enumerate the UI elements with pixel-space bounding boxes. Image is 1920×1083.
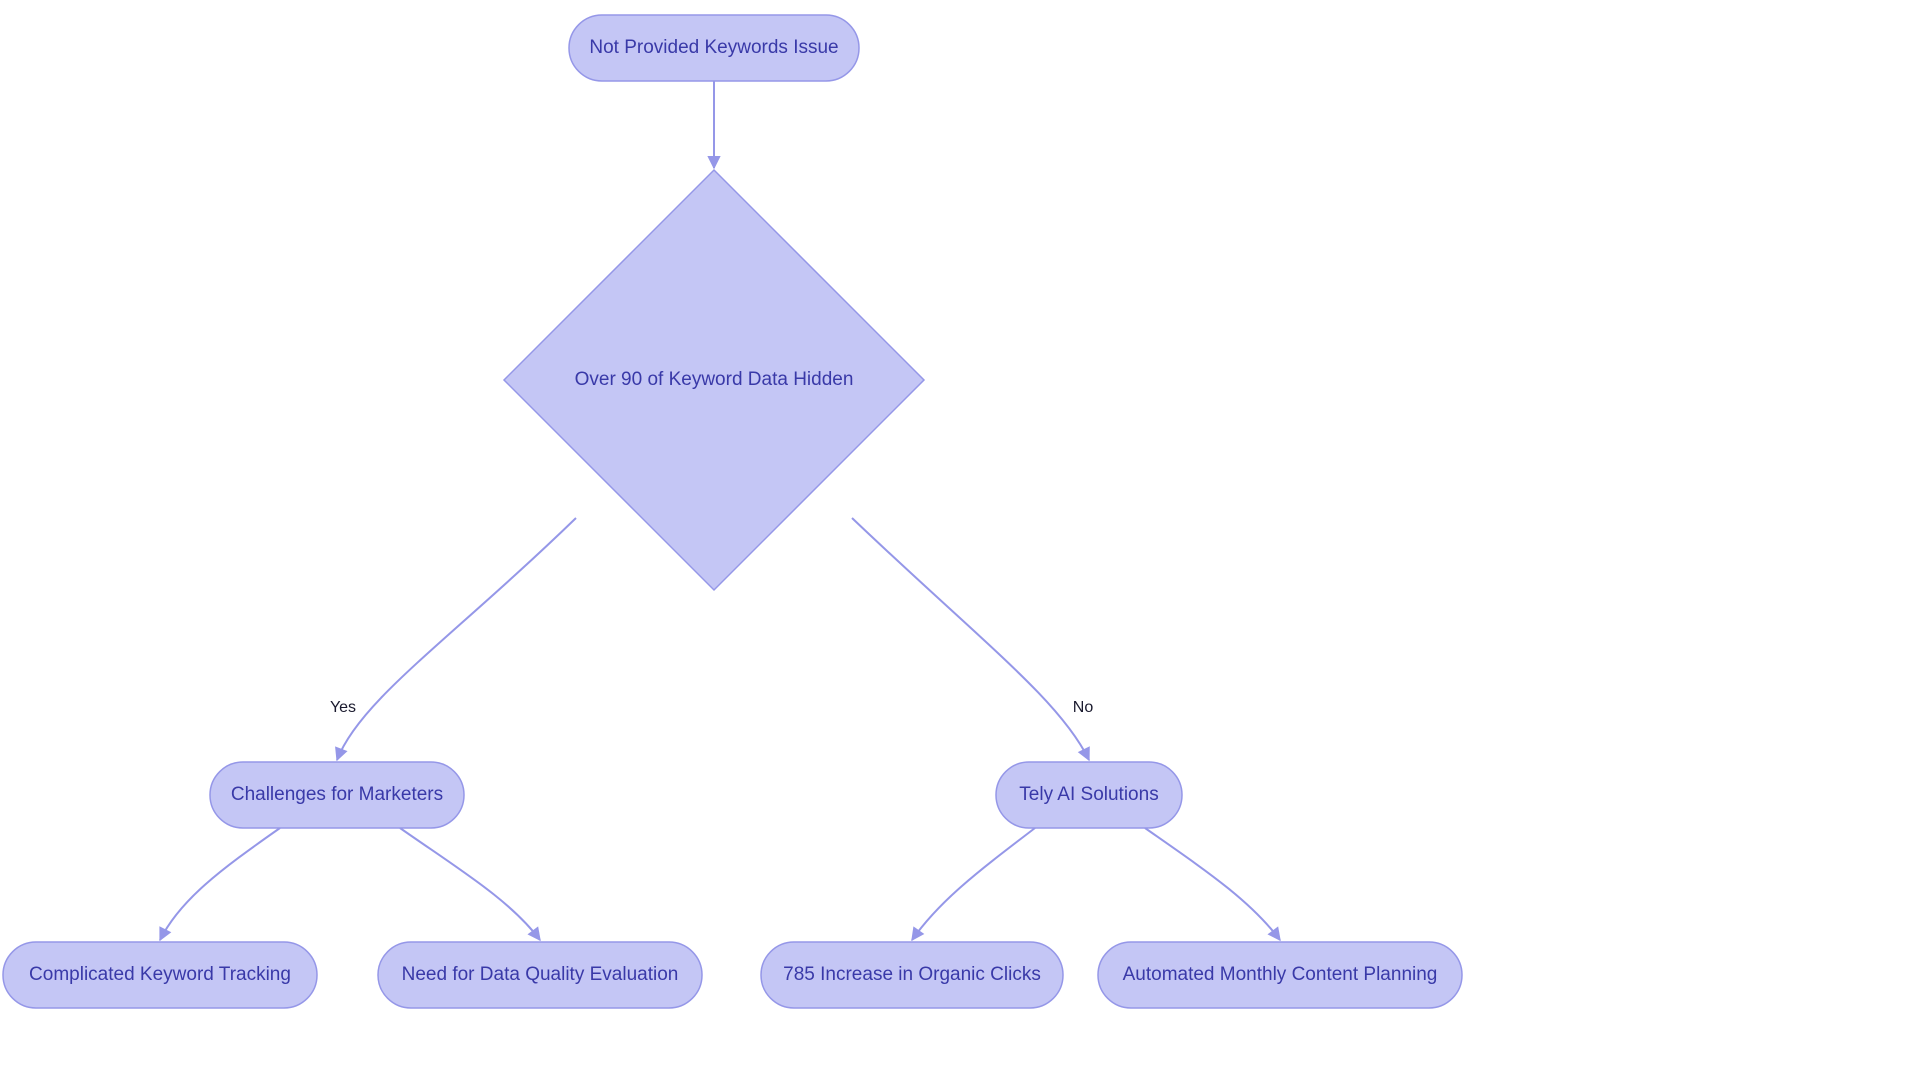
node-content-planning[interactable]: Automated Monthly Content Planning bbox=[1098, 942, 1462, 1008]
node-organic-clicks[interactable]: 785 Increase in Organic Clicks bbox=[761, 942, 1063, 1008]
edge-left-lr bbox=[400, 828, 540, 940]
node-content-planning-label: Automated Monthly Content Planning bbox=[1123, 964, 1438, 985]
node-complicated-tracking-label: Complicated Keyword Tracking bbox=[29, 964, 291, 985]
edge-diamond-right bbox=[852, 518, 1089, 760]
node-solutions-label: Tely AI Solutions bbox=[1019, 784, 1158, 805]
edge-label-no: No bbox=[1073, 699, 1094, 716]
edge-label-yes: Yes bbox=[330, 699, 356, 716]
node-diamond-label: Over 90 of Keyword Data Hidden bbox=[575, 369, 854, 390]
node-root-label: Not Provided Keywords Issue bbox=[589, 37, 838, 58]
node-solutions[interactable]: Tely AI Solutions bbox=[996, 762, 1182, 828]
edge-right-rl bbox=[912, 828, 1035, 940]
node-data-quality[interactable]: Need for Data Quality Evaluation bbox=[378, 942, 702, 1008]
flowchart-canvas: Yes No Not Provided Keywords Issue Over … bbox=[0, 0, 1920, 1083]
node-organic-clicks-label: 785 Increase in Organic Clicks bbox=[783, 964, 1041, 985]
node-complicated-tracking[interactable]: Complicated Keyword Tracking bbox=[3, 942, 317, 1008]
node-root[interactable]: Not Provided Keywords Issue bbox=[569, 15, 859, 81]
edge-left-ll bbox=[160, 828, 280, 940]
node-challenges[interactable]: Challenges for Marketers bbox=[210, 762, 464, 828]
node-data-quality-label: Need for Data Quality Evaluation bbox=[402, 964, 679, 985]
edge-right-rr bbox=[1145, 828, 1280, 940]
node-challenges-label: Challenges for Marketers bbox=[231, 784, 443, 805]
edge-diamond-left bbox=[337, 518, 576, 760]
nodes-layer: Not Provided Keywords Issue Over 90 of K… bbox=[3, 15, 1462, 1008]
